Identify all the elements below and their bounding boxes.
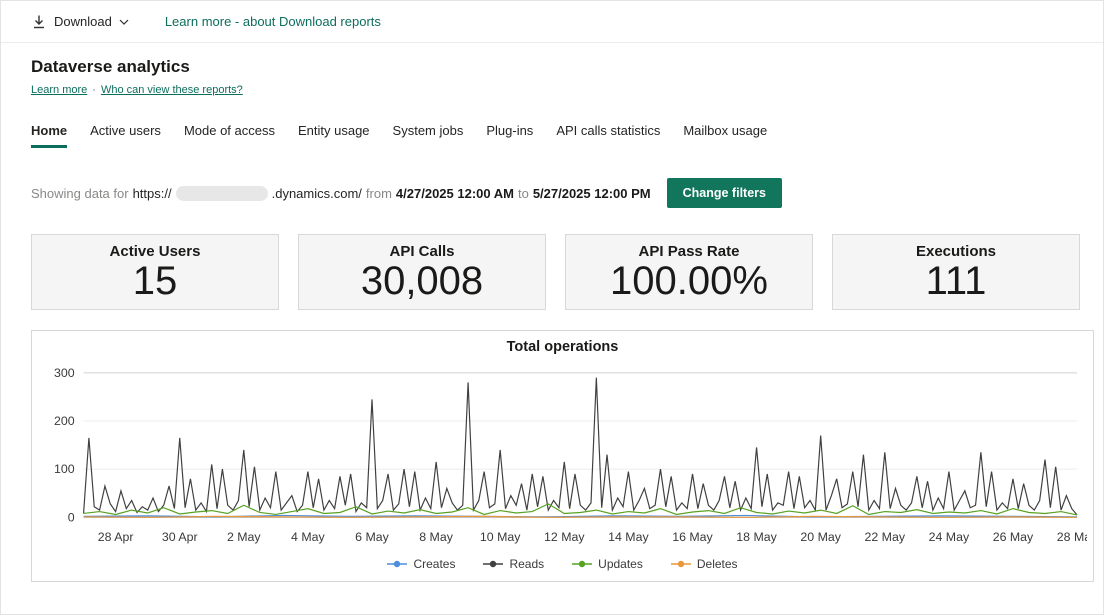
learn-more-link[interactable]: Learn more (31, 84, 88, 96)
x-axis-tick-label: 12 May (544, 530, 585, 544)
legend-label: Creates (413, 556, 456, 571)
page-title: Dataverse analytics (31, 57, 190, 76)
x-axis-tick-label: 18 May (736, 530, 777, 544)
kpi-value: 15 (132, 258, 178, 303)
kpi-card-api-calls: API Calls 30,008 (298, 234, 546, 310)
y-axis-tick-label: 0 (68, 510, 75, 524)
series-line-reads (82, 377, 1078, 516)
y-axis-tick-label: 300 (54, 366, 75, 380)
legend-label: Deletes (696, 556, 738, 571)
legend-marker-creates (387, 560, 408, 568)
link-separator: · (92, 84, 96, 96)
change-filters-button[interactable]: Change filters (666, 178, 782, 208)
x-axis-tick-label: 14 May (608, 530, 649, 544)
who-can-view-link[interactable]: Who can view these reports? (100, 84, 243, 96)
total-operations-chart: Total operations 0 100 200 300 28 Apr 30 Apr 2… (31, 330, 1094, 582)
tab-mailbox-usage[interactable]: Mailbox usage (683, 123, 768, 138)
legend-label: Updates (598, 556, 643, 571)
tab-plug-ins[interactable]: Plug-ins (486, 123, 534, 138)
legend-item-updates[interactable]: Updates (572, 557, 643, 571)
tab-api-calls-statistics[interactable]: API calls statistics (556, 123, 661, 138)
series-line-deletes (83, 515, 1078, 518)
x-axis-tick-label: 10 May (480, 530, 521, 544)
x-axis-tick-label: 28 Apr (98, 530, 134, 544)
legend-label: Reads (509, 556, 545, 571)
legend-marker-reads (483, 560, 504, 568)
kpi-card-api-pass-rate: API Pass Rate 100.00% (565, 234, 813, 310)
from-date: 4/27/2025 12:00 AM (395, 185, 514, 201)
to-date: 5/27/2025 12:00 PM (532, 185, 651, 201)
chart-plot-area: 0 100 200 300 28 Apr 30 Apr 2 May 4 May 6 May 8 M… (38, 359, 1087, 553)
x-axis-tick-label: 16 May (672, 530, 713, 544)
legend-item-reads[interactable]: Reads (483, 557, 544, 571)
from-label: from (365, 185, 392, 201)
x-axis-tick-label: 6 May (355, 530, 389, 544)
showing-data-label: Showing data for (31, 185, 129, 201)
download-button[interactable]: Download (31, 14, 129, 30)
tab-mode-of-access[interactable]: Mode of access (183, 123, 275, 138)
kpi-title: Active Users (109, 242, 201, 260)
chart-legend: Creates Reads Updates Deletes (38, 553, 1087, 575)
environment-url-suffix: .dynamics.com/ (271, 185, 362, 201)
line-chart-svg: 0 100 200 300 28 Apr 30 Apr 2 May 4 May 6 May 8 M… (54, 366, 1087, 544)
kpi-value: 100.00% (610, 258, 768, 303)
download-icon (31, 14, 47, 30)
legend-item-deletes[interactable]: Deletes (670, 556, 738, 571)
filter-summary: Showing data for https:// .dynamics.com/… (31, 178, 1103, 208)
redacted-url-segment (175, 185, 268, 201)
legend-marker-updates (572, 560, 593, 568)
legend-marker-deletes (670, 560, 691, 568)
x-axis-tick-label: 24 May (929, 530, 970, 544)
header-links: Learn more · Who can view these reports? (31, 84, 1103, 96)
kpi-value: 30,008 (360, 258, 484, 303)
kpi-card-active-users: Active Users 15 (31, 234, 279, 310)
kpi-card-executions: Executions 111 (832, 234, 1080, 310)
x-axis-tick-label: 22 May (865, 530, 906, 544)
tab-active-users[interactable]: Active users (90, 123, 161, 138)
kpi-title: Executions (915, 242, 997, 260)
report-tabs: Home Active users Mode of access Entity … (31, 123, 1103, 148)
environment-url-prefix: https:// (132, 185, 172, 201)
x-axis-tick-label: 8 May (419, 530, 453, 544)
download-label: Download (54, 14, 112, 29)
chart-title: Total operations (506, 339, 619, 355)
kpi-value: 111 (925, 258, 987, 303)
command-bar: Download Learn more - about Download rep… (1, 1, 1103, 43)
x-axis-tick-label: 28 May (1057, 530, 1087, 544)
to-label: to (517, 185, 529, 201)
x-axis-tick-label: 4 May (291, 530, 325, 544)
legend-item-creates[interactable]: Creates (387, 557, 455, 571)
tab-system-jobs[interactable]: System jobs (392, 123, 464, 138)
tab-home[interactable]: Home (31, 123, 68, 148)
y-axis-tick-label: 200 (54, 414, 75, 428)
x-axis-tick-label: 2 May (227, 530, 261, 544)
x-axis-tick-label: 26 May (993, 530, 1034, 544)
series-line-updates (83, 503, 1078, 516)
kpi-title: API Pass Rate (638, 242, 740, 260)
kpi-cards: Active Users 15 API Calls 30,008 API Pas… (31, 234, 1103, 310)
learn-more-download-reports-link[interactable]: Learn more - about Download reports (164, 14, 381, 29)
x-axis-tick-label: 30 Apr (162, 530, 198, 544)
tab-entity-usage[interactable]: Entity usage (297, 123, 370, 138)
chevron-down-icon (119, 19, 129, 25)
y-axis-tick-label: 100 (54, 462, 75, 476)
x-axis-tick-label: 20 May (800, 530, 841, 544)
kpi-title: API Calls (389, 242, 455, 260)
